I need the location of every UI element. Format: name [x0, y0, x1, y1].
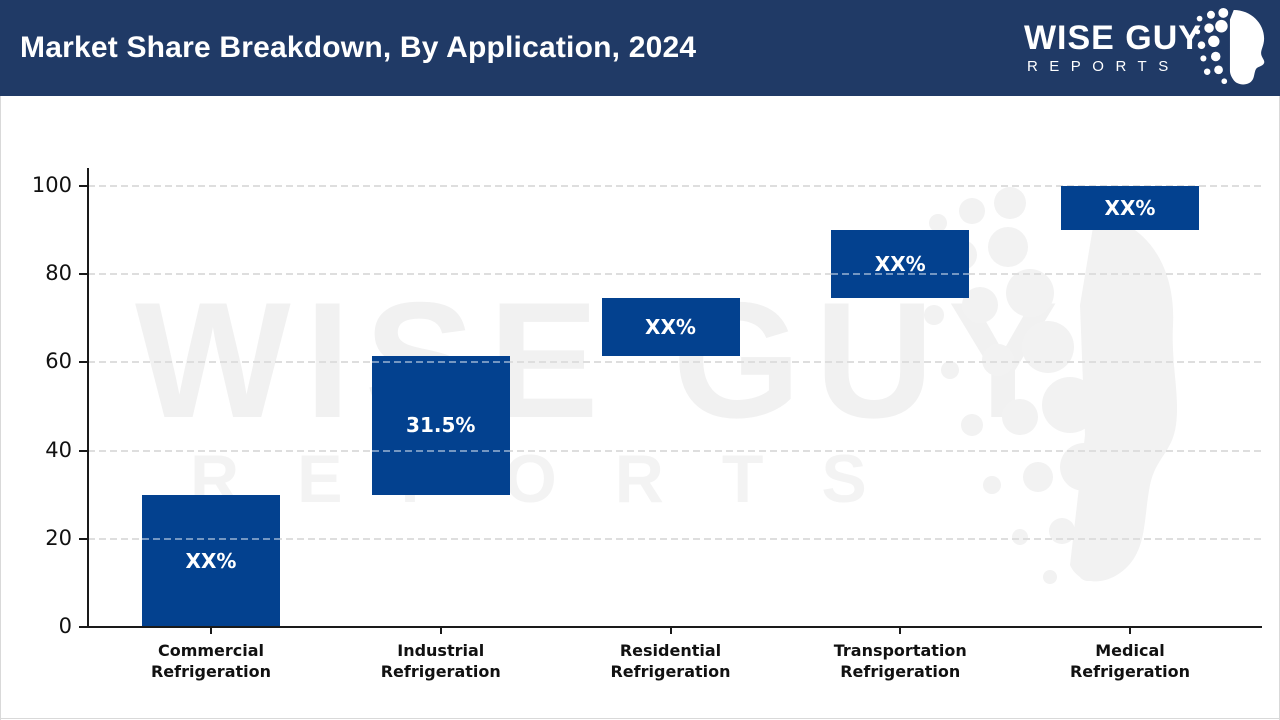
x-axis-tick	[1129, 627, 1131, 634]
x-axis-tick	[210, 627, 212, 634]
y-axis-tick-label: 60	[45, 349, 72, 374]
bar-transportation-refrigeration: XX%	[831, 230, 970, 299]
gridline-overlay	[142, 537, 280, 540]
gridline	[88, 449, 1262, 452]
y-axis-tick	[79, 361, 88, 364]
y-axis-tick-label: 20	[45, 525, 72, 550]
y-axis-tick	[79, 273, 88, 276]
gridline-overlay	[371, 449, 510, 452]
gridline	[88, 185, 1262, 187]
wiseguy-head-icon	[1195, 7, 1265, 85]
right-border	[1278, 96, 1280, 720]
x-axis-tick	[439, 627, 442, 634]
bar-value-label: XX%	[645, 315, 696, 340]
header-bar: Market Share Breakdown, By Application, …	[0, 0, 1280, 96]
bar-residential-refrigeration: XX%	[601, 298, 740, 356]
y-axis-line	[87, 168, 89, 628]
x-axis-category-label: Industrial Refrigeration	[380, 641, 501, 681]
x-axis-tick	[669, 627, 672, 634]
x-axis-category-label: Residential Refrigeration	[610, 641, 731, 681]
y-axis-tick-label: 40	[45, 437, 72, 462]
y-axis-tick	[79, 537, 88, 540]
x-axis-tick	[899, 627, 902, 634]
left-border	[0, 96, 1, 720]
x-axis-line	[87, 626, 1262, 628]
bottom-border	[0, 717, 1280, 719]
bar-industrial-refrigeration: 31.5%	[371, 355, 510, 495]
logo-wordmark: WISE GUY	[1023, 19, 1202, 57]
y-axis-tick-label: 0	[58, 614, 72, 638]
chart-title: Market Share Breakdown, By Application, …	[20, 31, 697, 64]
gridline-overlay	[371, 361, 510, 364]
x-axis-category-label: Transportation Refrigeration	[833, 641, 967, 681]
logo-subtext: REPORTS	[1026, 58, 1180, 75]
y-axis-tick-label: 100	[31, 173, 72, 197]
gridline	[88, 361, 1262, 364]
y-axis-tick	[79, 449, 88, 452]
gridline	[88, 273, 1262, 276]
bar-value-label: XX%	[185, 548, 237, 573]
x-axis-category-label: Medical Refrigeration	[1069, 641, 1190, 681]
bar-value-label: 31.5%	[406, 413, 476, 438]
logo-text: WISE GUY REPORTS	[1024, 20, 1202, 76]
bar-medical-refrigeration: XX%	[1061, 186, 1199, 231]
x-axis-category-label: Commercial Refrigeration	[150, 641, 271, 681]
bar-commercial-refrigeration: XX%	[142, 494, 280, 627]
wiseguy-logo: WISE GUY REPORTS	[1024, 7, 1266, 89]
bar-value-label: XX%	[1104, 196, 1156, 221]
y-axis-tick	[79, 626, 88, 628]
y-axis-tick-label: 80	[45, 261, 72, 286]
y-axis-tick	[79, 185, 88, 187]
gridline-overlay	[831, 273, 970, 276]
gridline	[88, 537, 1262, 540]
